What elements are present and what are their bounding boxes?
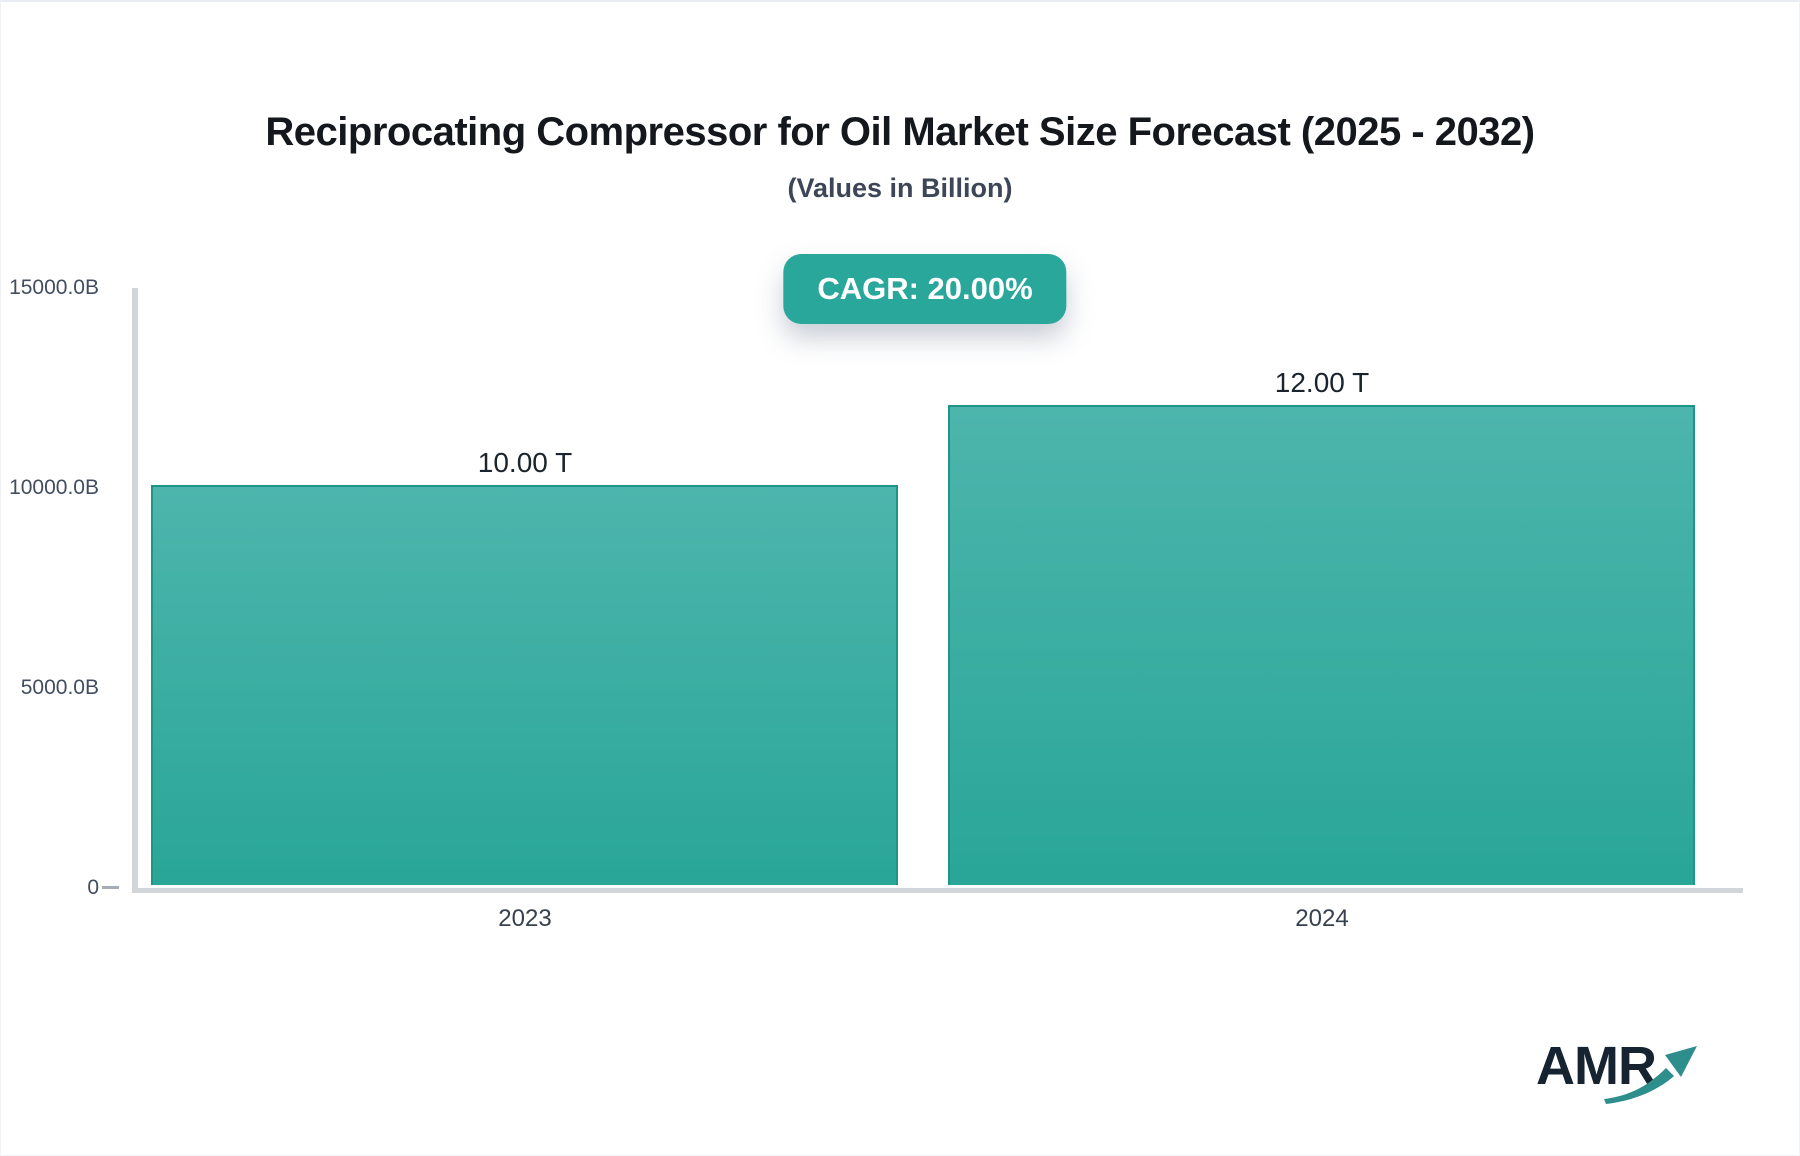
x-axis-baseline bbox=[132, 888, 1743, 893]
y-tick-label: 5000.0B bbox=[20, 676, 99, 699]
y-tick-label: 15000.0B bbox=[9, 276, 99, 299]
y-axis-line bbox=[132, 288, 138, 889]
growth-arrow-icon bbox=[1604, 1046, 1697, 1104]
zero-tick-mark bbox=[102, 886, 119, 889]
chart-title: Reciprocating Compressor for Oil Market … bbox=[265, 110, 1535, 154]
bar-value-label-2024: 12.00 T bbox=[1274, 367, 1370, 398]
x-tick-label-2023: 2023 bbox=[498, 905, 552, 932]
bar-value-label-2023: 10.00 T bbox=[477, 447, 573, 478]
y-tick-label: 10000.0B bbox=[9, 476, 99, 499]
amr-logo-text: AMR bbox=[1536, 1036, 1657, 1096]
bar-2023[interactable] bbox=[151, 485, 898, 885]
y-tick-label: 0 bbox=[87, 876, 99, 899]
bar-2024[interactable] bbox=[948, 405, 1695, 885]
cagr-badge-label: CAGR: 20.00% bbox=[817, 271, 1033, 306]
x-tick-label-2024: 2024 bbox=[1295, 905, 1349, 932]
cagr-badge: CAGR: 20.00% bbox=[783, 254, 1067, 324]
chart-subtitle: (Values in Billion) bbox=[787, 173, 1013, 203]
amr-logo: AMR bbox=[1536, 1034, 1716, 1114]
